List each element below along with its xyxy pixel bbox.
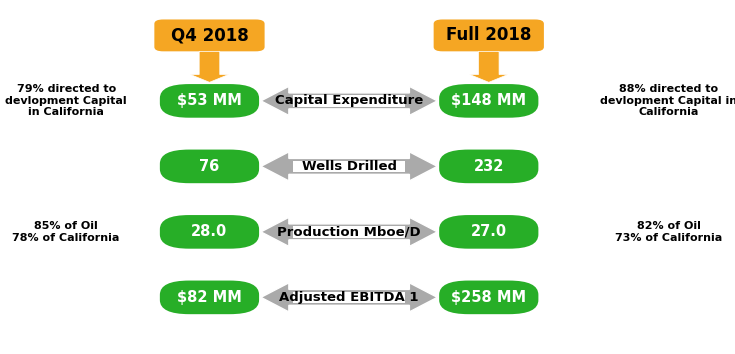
FancyBboxPatch shape — [440, 149, 538, 183]
Text: $258 MM: $258 MM — [451, 290, 526, 305]
Text: Adjusted EBITDA 1: Adjusted EBITDA 1 — [279, 291, 419, 304]
Polygon shape — [261, 86, 437, 115]
Text: Capital Expenditure: Capital Expenditure — [275, 95, 423, 107]
Polygon shape — [261, 152, 437, 181]
Text: 88% directed to
devlopment Capital in
California: 88% directed to devlopment Capital in Ca… — [600, 84, 735, 118]
FancyBboxPatch shape — [154, 19, 265, 51]
Polygon shape — [190, 51, 229, 82]
FancyBboxPatch shape — [159, 84, 259, 118]
Text: $148 MM: $148 MM — [451, 93, 526, 108]
Polygon shape — [293, 161, 405, 172]
Text: 82% of Oil
73% of California: 82% of Oil 73% of California — [615, 221, 723, 243]
Polygon shape — [470, 51, 508, 82]
Text: Wells Drilled: Wells Drilled — [301, 160, 397, 173]
FancyBboxPatch shape — [159, 280, 259, 314]
Text: $82 MM: $82 MM — [177, 290, 242, 305]
Polygon shape — [293, 292, 405, 303]
Polygon shape — [293, 226, 405, 238]
Text: 76: 76 — [199, 159, 220, 174]
FancyBboxPatch shape — [434, 19, 544, 51]
Text: $53 MM: $53 MM — [177, 93, 242, 108]
FancyBboxPatch shape — [440, 215, 538, 249]
FancyBboxPatch shape — [159, 215, 259, 249]
FancyBboxPatch shape — [440, 84, 538, 118]
Text: 232: 232 — [473, 159, 504, 174]
Text: 85% of Oil
78% of California: 85% of Oil 78% of California — [12, 221, 120, 243]
Text: 27.0: 27.0 — [470, 224, 507, 239]
Text: Q4 2018: Q4 2018 — [171, 27, 248, 44]
Polygon shape — [261, 283, 437, 312]
Text: 28.0: 28.0 — [191, 224, 228, 239]
Text: Production Mboe/D: Production Mboe/D — [277, 225, 421, 238]
FancyBboxPatch shape — [440, 280, 538, 314]
Text: 79% directed to
devlopment Capital
in California: 79% directed to devlopment Capital in Ca… — [5, 84, 127, 118]
Polygon shape — [261, 217, 437, 246]
Polygon shape — [293, 95, 405, 107]
Text: Full 2018: Full 2018 — [446, 27, 531, 44]
FancyBboxPatch shape — [159, 149, 259, 183]
